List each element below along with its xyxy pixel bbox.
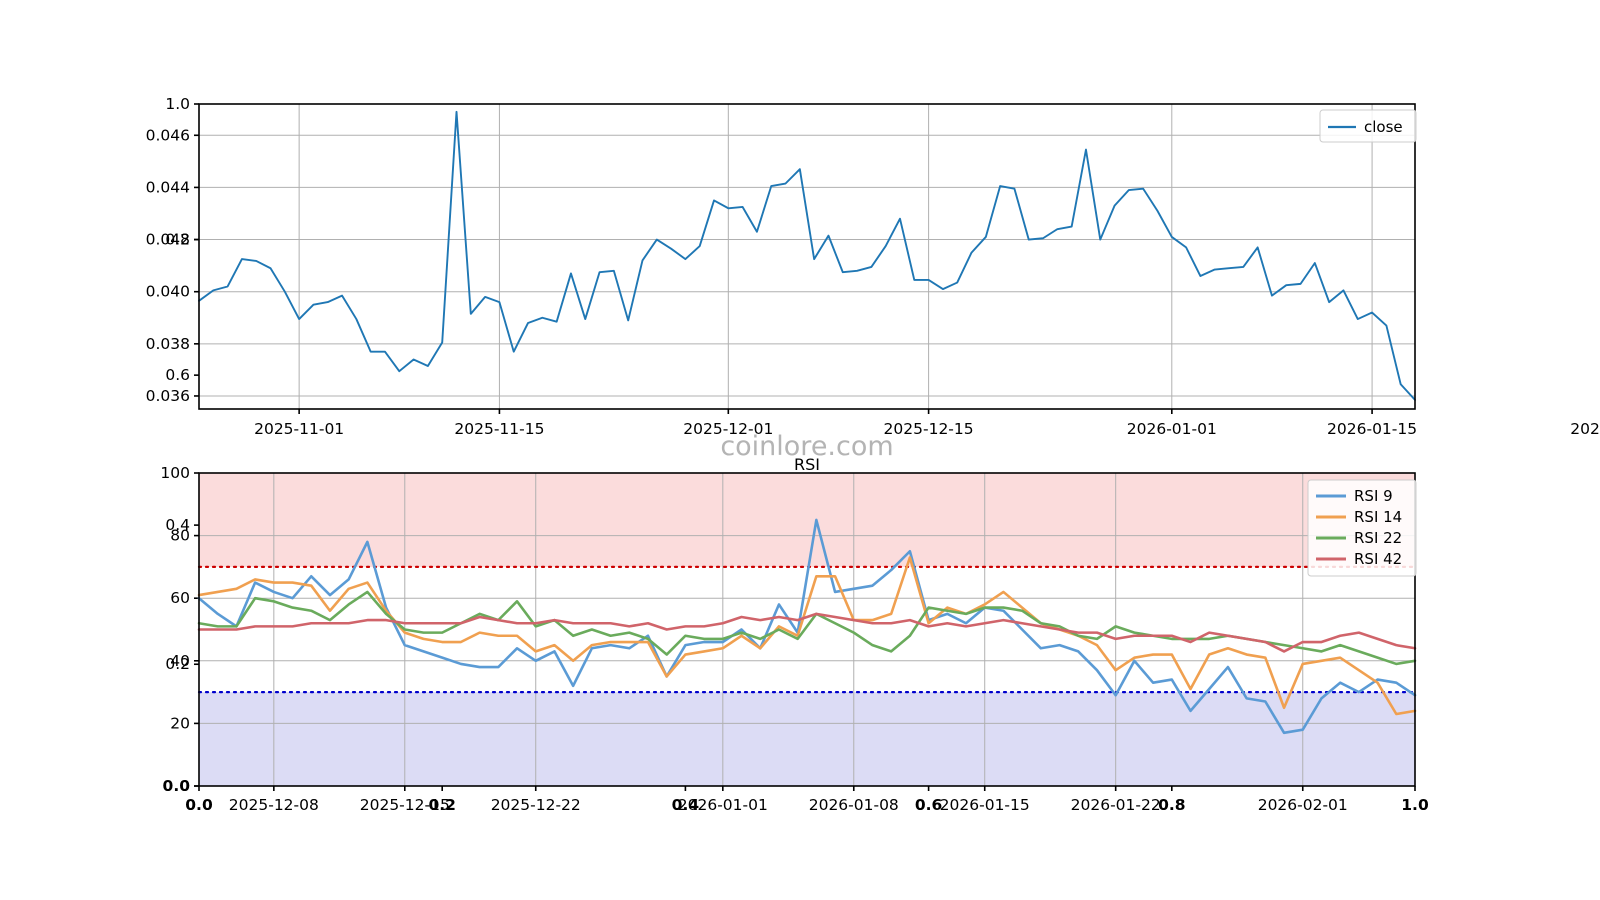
price-panel: 0.046 0.044 0.042 0.040 0.038 0.036 1.0 0.8 0.6…: [146, 95, 1600, 438]
rsi-plot-border: [198, 472, 1416, 787]
price-plot-border: [198, 103, 1416, 410]
legend-label-rsi-9: RSI 9: [1354, 487, 1393, 505]
price-y-axis-labels: 0.046 0.044 0.042 0.040 0.038 0.036: [146, 126, 199, 405]
price-x-axis-labels: 2025-11-01 2025-11-15 2025-12-01 2025-12-15…: [254, 409, 1600, 438]
rsi-threshold-bands: [199, 473, 1415, 786]
y-tick-label: 0.038: [146, 335, 190, 353]
series-line-rsi-9: [197, 518, 1417, 735]
y-tick-label: 40: [170, 652, 190, 670]
y-tick-label: 0.046: [146, 126, 190, 144]
rsi-x-axis-labels: 2025-12-08 2025-12-15 2025-12-22 2026-01-01…: [229, 786, 1348, 814]
x-tick-label-secondary: 0.6: [915, 796, 942, 814]
legend-label-rsi-22: RSI 22: [1354, 529, 1402, 547]
y-tick-label: 0.042: [146, 231, 190, 249]
x-tick-label: 2025-12-01: [683, 420, 773, 438]
x-tick-label: 2026-01-15: [1327, 420, 1417, 438]
price-legend[interactable]: close: [1319, 109, 1417, 143]
x-tick-label: 2026-02-01: [1258, 796, 1348, 814]
y-tick-label-secondary: 0.6: [165, 366, 190, 384]
y-tick-label-secondary: 0.2: [165, 655, 190, 673]
x-tick-label-secondary: 1.0: [1401, 796, 1429, 814]
y-tick-label: 0: [180, 777, 190, 795]
x-tick-label: 2026-01-15: [940, 796, 1030, 814]
y-tick-label: 0.044: [146, 178, 190, 196]
price-series-group: [198, 110, 1416, 401]
y-tick-label-secondary: 1.0: [165, 95, 190, 113]
x-tick-label: 2026-01-08: [809, 796, 899, 814]
x-tick-label: 2025-12-15: [884, 420, 974, 438]
x-tick-label-secondary: 0.8: [1158, 796, 1185, 814]
y-tick-label: 100: [160, 464, 190, 482]
x-tick-label: 2026-01-22: [1071, 796, 1161, 814]
rsi-series-group: [197, 518, 1417, 735]
y-tick-label-secondary: 0.8: [165, 231, 190, 249]
legend-background: [1307, 479, 1417, 577]
overbought-band: [199, 473, 1415, 567]
rsi-threshold-lines: [197, 565, 1417, 694]
legend-label-rsi-14: RSI 14: [1354, 508, 1402, 526]
price-gridlines: [199, 104, 1415, 409]
x-tick-label: 2025-12-15: [360, 796, 450, 814]
x-tick-label: 2025-11-01: [254, 420, 344, 438]
legend-background: [1319, 109, 1417, 143]
oversold-band: [199, 692, 1415, 786]
y-tick-label-secondary: 0.4: [165, 516, 190, 534]
x-tick-label: 2026-02-01: [1570, 420, 1600, 438]
x-tick-label: 2025-12-08: [229, 796, 319, 814]
y-tick-label: 80: [170, 527, 190, 545]
x-tick-label: 2025-12-22: [491, 796, 581, 814]
y-tick-label: 20: [170, 714, 190, 732]
price-y-axis-secondary-labels: 1.0 0.8 0.6: [165, 95, 199, 384]
x-tick-label: 2026-01-01: [1127, 420, 1217, 438]
series-line-close: [198, 110, 1416, 401]
x-tick-label-secondary: 0.0: [185, 796, 213, 814]
x-tick-label: 2026-01-01: [678, 796, 768, 814]
x-tick-label-secondary: 0.4: [672, 796, 700, 814]
rsi-x-axis-secondary-labels: 0.0 0.2 0.4 0.6 0.8 1.0: [185, 786, 1429, 814]
rsi-panel-title: RSI: [794, 455, 820, 474]
rsi-legend[interactable]: RSI 9 RSI 14 RSI 22 RSI 42: [1307, 479, 1417, 577]
series-line-rsi-22: [197, 590, 1417, 666]
y-tick-label: 60: [170, 589, 190, 607]
y-tick-label-secondary: 0.0: [163, 777, 191, 795]
legend-label-close: close: [1364, 118, 1403, 136]
series-line-rsi-42: [197, 612, 1417, 653]
series-line-rsi-14: [197, 556, 1417, 716]
y-tick-label: 0.040: [146, 283, 190, 301]
watermark-label: coinlore.com: [720, 431, 893, 462]
y-tick-label: 0.036: [146, 387, 190, 405]
x-tick-label-secondary: 0.2: [428, 796, 455, 814]
rsi-y-axis-secondary-labels: 0.4 0.2 0.0: [163, 516, 199, 795]
legend-label-rsi-42: RSI 42: [1354, 550, 1402, 568]
x-tick-label: 2025-11-15: [454, 420, 544, 438]
